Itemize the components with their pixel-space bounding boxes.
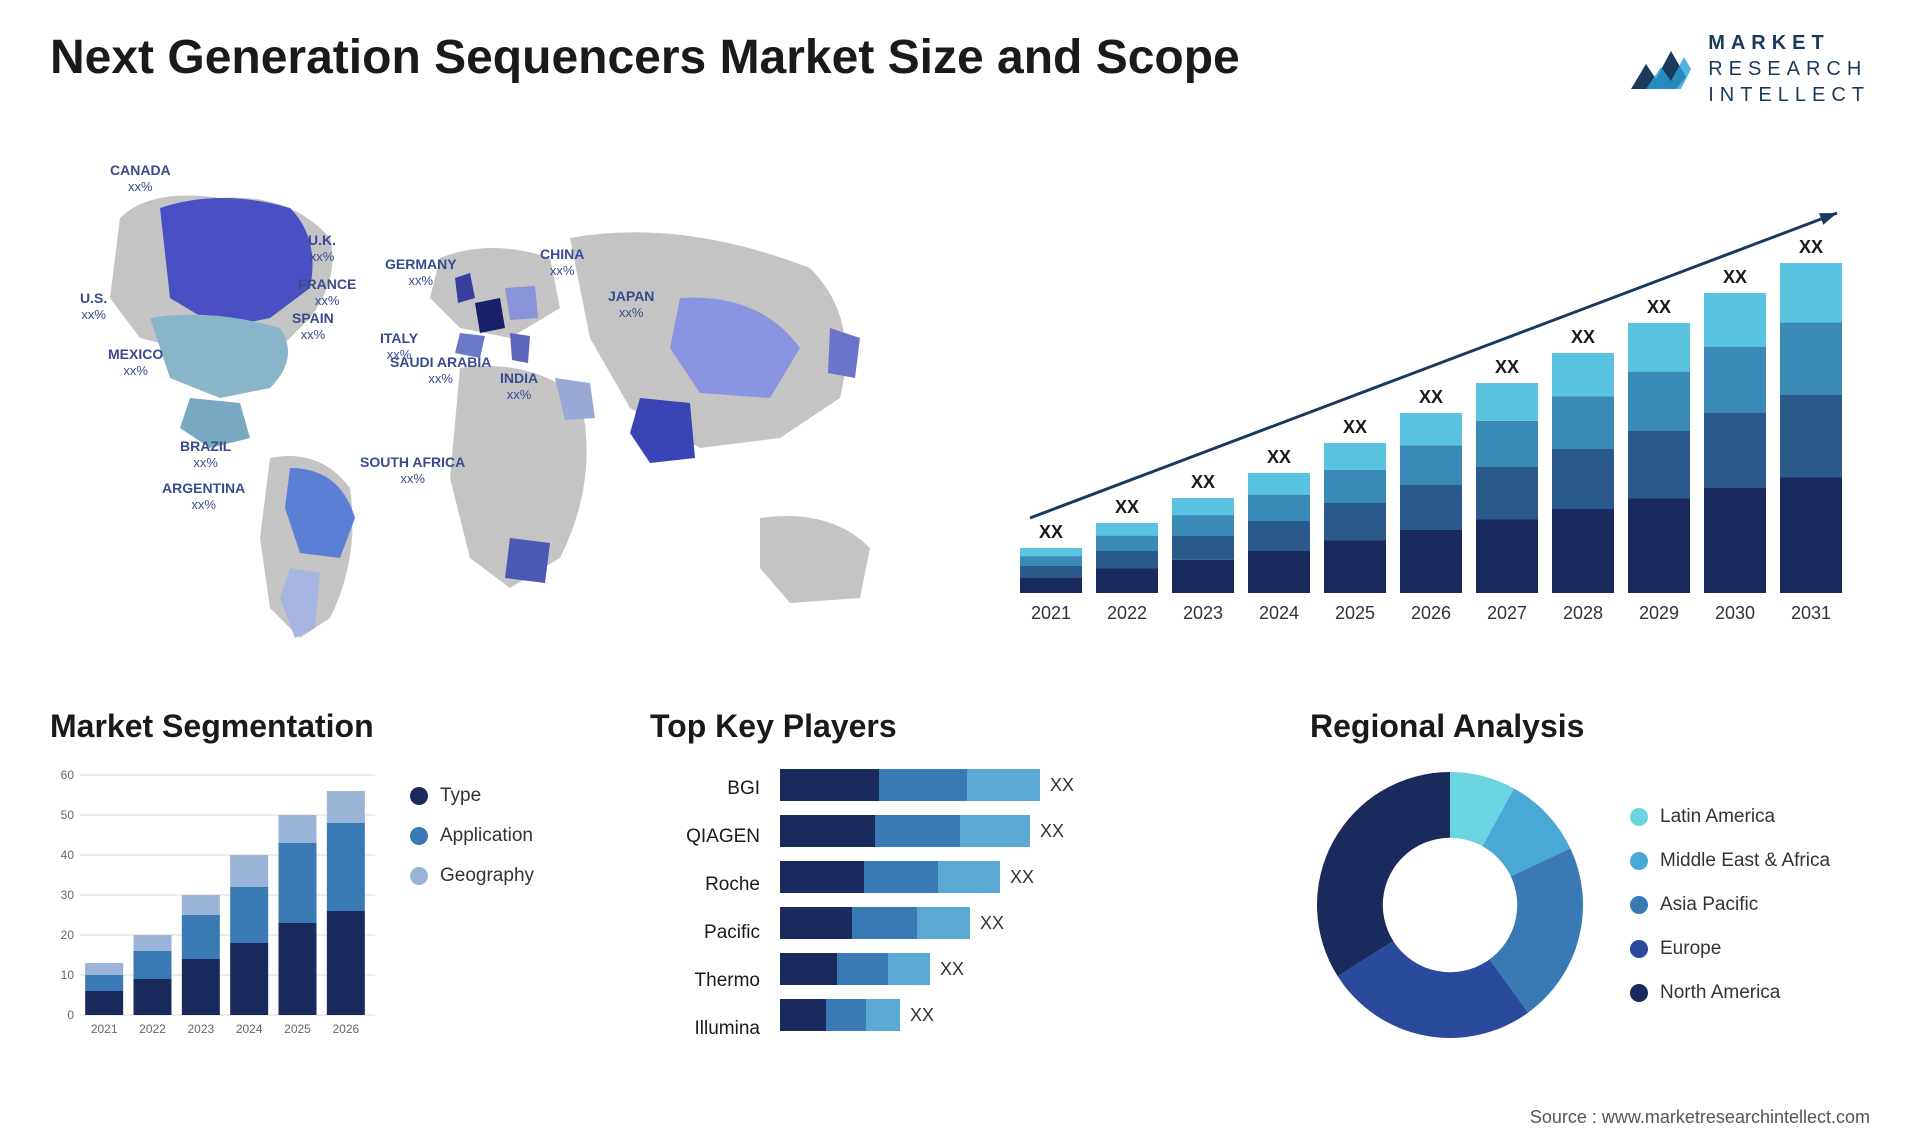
player-label-pacific: Pacific xyxy=(650,917,760,949)
map-label-japan: JAPANxx% xyxy=(608,288,654,320)
player-bar-illumina: XX xyxy=(780,999,1250,1031)
svg-text:2026: 2026 xyxy=(332,1022,359,1036)
players-labels: BGI QIAGEN Roche Pacific Thermo Illumina xyxy=(650,765,760,1045)
svg-text:50: 50 xyxy=(61,808,75,822)
player-label-roche: Roche xyxy=(650,869,760,901)
svg-text:2024: 2024 xyxy=(236,1022,263,1036)
regional-legend-latin-america: Latin America xyxy=(1630,806,1830,828)
svg-text:2027: 2027 xyxy=(1487,603,1527,623)
segmentation-legend: Type Application Geography xyxy=(410,765,534,1045)
player-bar-thermo: XX xyxy=(780,953,1250,985)
regional-legend-middle-east---africa: Middle East & Africa xyxy=(1630,850,1830,872)
segmentation-title: Market Segmentation xyxy=(50,708,590,745)
svg-text:2026: 2026 xyxy=(1411,603,1451,623)
map-label-mexico: MEXICOxx% xyxy=(108,346,163,378)
svg-text:30: 30 xyxy=(61,888,75,902)
regional-legend-europe: Europe xyxy=(1630,938,1830,960)
player-bar-pacific: XX xyxy=(780,907,1250,939)
svg-text:2023: 2023 xyxy=(1183,603,1223,623)
map-label-brazil: BRAZILxx% xyxy=(180,438,231,470)
map-label-uk: U.K.xx% xyxy=(308,232,336,264)
map-label-us: U.S.xx% xyxy=(80,290,107,322)
seg-legend-application: Application xyxy=(410,825,534,847)
regional-legend-north-america: North America xyxy=(1630,982,1830,1004)
svg-text:2031: 2031 xyxy=(1791,603,1831,623)
segmentation-panel: Market Segmentation 2021 2022 2023 2024 2025… xyxy=(50,708,590,1088)
svg-text:10: 10 xyxy=(61,968,75,982)
map-label-france: FRANCExx% xyxy=(298,276,356,308)
svg-text:2022: 2022 xyxy=(139,1022,166,1036)
map-label-china: CHINAxx% xyxy=(540,246,584,278)
svg-text:2023: 2023 xyxy=(187,1022,214,1036)
svg-text:60: 60 xyxy=(61,768,75,782)
key-players-panel: Top Key Players BGI QIAGEN Roche Pacific The… xyxy=(650,708,1250,1088)
donut-chart xyxy=(1310,765,1590,1045)
seg-legend-geography: Geography xyxy=(410,865,534,887)
player-label-illumina: Illumina xyxy=(650,1013,760,1045)
svg-text:XX: XX xyxy=(1799,237,1823,257)
svg-text:XX: XX xyxy=(1115,497,1139,517)
header: Next Generation Sequencers Market Size a… xyxy=(50,30,1870,108)
svg-text:XX: XX xyxy=(1495,357,1519,377)
page-title: Next Generation Sequencers Market Size a… xyxy=(50,30,1240,85)
map-label-germany: GERMANYxx% xyxy=(385,256,457,288)
svg-text:2025: 2025 xyxy=(1335,603,1375,623)
regional-title: Regional Analysis xyxy=(1310,708,1870,745)
svg-text:2028: 2028 xyxy=(1563,603,1603,623)
svg-text:20: 20 xyxy=(61,928,75,942)
svg-text:2022: 2022 xyxy=(1107,603,1147,623)
svg-text:2029: 2029 xyxy=(1639,603,1679,623)
svg-text:XX: XX xyxy=(1267,447,1291,467)
svg-text:2030: 2030 xyxy=(1715,603,1755,623)
player-label-qiagen: QIAGEN xyxy=(650,821,760,853)
svg-text:XX: XX xyxy=(1571,327,1595,347)
map-landmass xyxy=(110,196,870,639)
svg-text:XX: XX xyxy=(1191,472,1215,492)
logo-text: MARKET RESEARCH INTELLECT xyxy=(1708,30,1870,108)
svg-text:0: 0 xyxy=(67,1008,74,1022)
player-label-bgi: BGI xyxy=(650,773,760,805)
source-note: Source : www.marketresearchintellect.com xyxy=(1530,1107,1870,1128)
world-map-panel: CANADAxx% U.S.xx%MEXICOxx% BRAZILxx% ARGENT… xyxy=(50,138,970,658)
players-bars: XX XX XX XX XX XX xyxy=(780,765,1250,1045)
growth-chart-panel: 2021 2022 2023 2024 2025 2026 2027 2028 2029 2030… xyxy=(1010,138,1870,658)
svg-text:2025: 2025 xyxy=(284,1022,311,1036)
map-label-southafrica: SOUTH AFRICAxx% xyxy=(360,454,465,486)
map-label-canada: CANADAxx% xyxy=(110,162,171,194)
svg-text:XX: XX xyxy=(1343,417,1367,437)
regional-legend: Latin America Middle East & Africa Asia Pa… xyxy=(1630,806,1830,1004)
map-label-saudiarabia: SAUDI ARABIAxx% xyxy=(390,354,491,386)
seg-legend-type: Type xyxy=(410,785,534,807)
player-bar-roche: XX xyxy=(780,861,1250,893)
svg-text:XX: XX xyxy=(1039,522,1063,542)
logo: MARKET RESEARCH INTELLECT xyxy=(1626,30,1870,108)
map-label-india: INDIAxx% xyxy=(500,370,538,402)
map-label-spain: SPAINxx% xyxy=(292,310,334,342)
player-bar-qiagen: XX xyxy=(780,815,1250,847)
regional-panel: Regional Analysis Latin America Middle Ea… xyxy=(1310,708,1870,1088)
growth-chart: 2021 2022 2023 2024 2025 2026 2027 2028 2029 2030… xyxy=(1010,138,1870,658)
regional-legend-asia-pacific: Asia Pacific xyxy=(1630,894,1830,916)
svg-text:2024: 2024 xyxy=(1259,603,1299,623)
player-bar-bgi: XX xyxy=(780,769,1250,801)
logo-icon xyxy=(1626,39,1696,99)
svg-text:40: 40 xyxy=(61,848,75,862)
svg-text:2021: 2021 xyxy=(1031,603,1071,623)
svg-text:2021: 2021 xyxy=(91,1022,118,1036)
segmentation-chart: 2021 2022 2023 2024 2025 2026 0 10 20 30 40 50 60 xyxy=(50,765,380,1045)
svg-text:XX: XX xyxy=(1419,387,1443,407)
player-label-thermo: Thermo xyxy=(650,965,760,997)
map-label-argentina: ARGENTINAxx% xyxy=(162,480,245,512)
svg-text:XX: XX xyxy=(1723,267,1747,287)
svg-text:XX: XX xyxy=(1647,297,1671,317)
key-players-title: Top Key Players xyxy=(650,708,1250,745)
